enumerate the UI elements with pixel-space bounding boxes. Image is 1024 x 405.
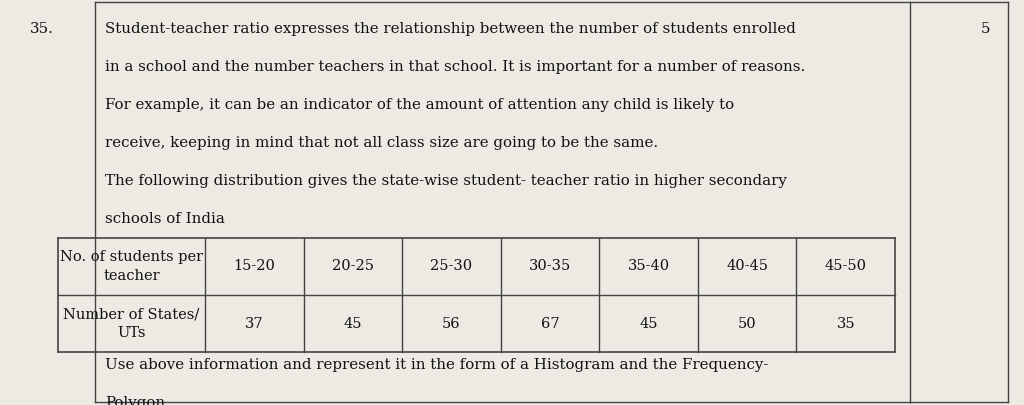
Text: 35: 35 [837,316,855,330]
Text: 40-45: 40-45 [726,260,768,273]
Text: receive, keeping in mind that not all class size are going to be the same.: receive, keeping in mind that not all cl… [105,136,658,150]
Text: Number of States/
UTs: Number of States/ UTs [63,307,200,340]
Text: 45: 45 [344,316,362,330]
Text: 45-50: 45-50 [824,260,866,273]
Text: 5: 5 [980,22,990,36]
Text: 67: 67 [541,316,559,330]
Text: Polygon.: Polygon. [105,396,170,405]
Text: For example, it can be an indicator of the amount of attention any child is like: For example, it can be an indicator of t… [105,98,734,112]
Text: 25-30: 25-30 [430,260,472,273]
Text: 35-40: 35-40 [628,260,670,273]
Text: 50: 50 [738,316,757,330]
Text: The following distribution gives the state-wise student- teacher ratio in higher: The following distribution gives the sta… [105,174,786,188]
Text: 35.: 35. [30,22,54,36]
Text: Student-teacher ratio expresses the relationship between the number of students : Student-teacher ratio expresses the rela… [105,22,796,36]
Text: 15-20: 15-20 [233,260,275,273]
Text: 45: 45 [639,316,657,330]
Text: in a school and the number teachers in that school. It is important for a number: in a school and the number teachers in t… [105,60,805,74]
Text: 30-35: 30-35 [528,260,571,273]
Text: Use above information and represent it in the form of a Histogram and the Freque: Use above information and represent it i… [105,358,768,372]
Text: 56: 56 [442,316,461,330]
Text: schools of India: schools of India [105,212,225,226]
Text: 37: 37 [245,316,263,330]
Text: No. of students per
teacher: No. of students per teacher [60,250,203,283]
Text: 20-25: 20-25 [332,260,374,273]
